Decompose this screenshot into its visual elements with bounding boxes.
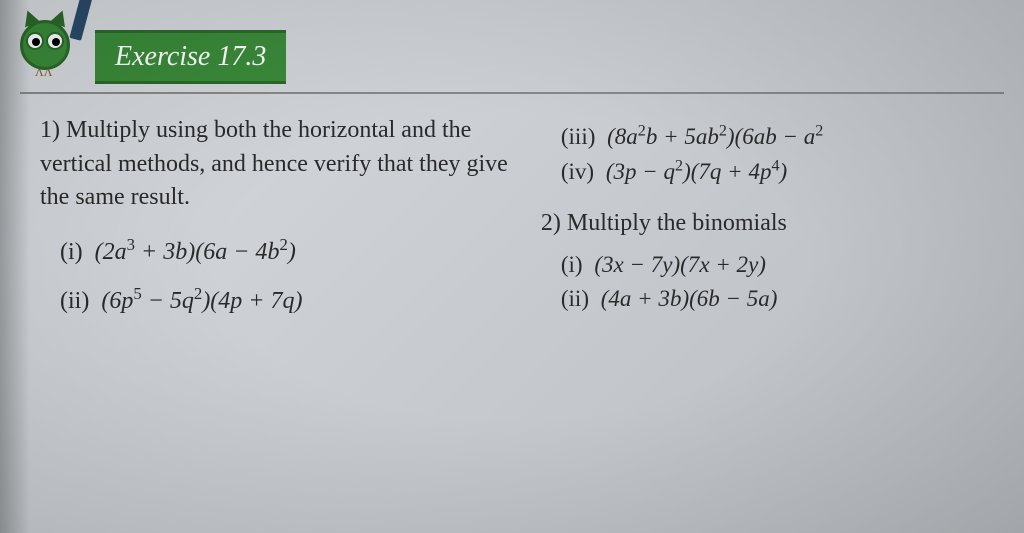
left-column: 1) Multiply using both the horizontal an… bbox=[40, 114, 531, 333]
q1-item-i: (i) (2a3 + 3b)(6a − 4b2) bbox=[60, 235, 511, 266]
q2-item-ii-num: (ii) bbox=[561, 286, 589, 311]
q1-item-iv-num: (iv) bbox=[561, 159, 594, 184]
q1-number: 1) bbox=[40, 117, 60, 143]
q2-text: Multiply the binomials bbox=[567, 210, 787, 236]
q1-item-i-expr: (2a3 + 3b)(6a − 4b2) bbox=[95, 239, 296, 265]
pencil-icon bbox=[69, 0, 92, 41]
content-columns: 1) Multiply using both the horizontal an… bbox=[20, 114, 1004, 333]
q2-item-i-expr: (3x − 7y)(7x + 2y) bbox=[594, 252, 766, 277]
q1-item-ii: (ii) (6p5 − 5q2)(4p + 7q) bbox=[60, 284, 511, 315]
header-row: ΛΛ Exercise 17.3 bbox=[20, 10, 1004, 84]
question-2: 2) Multiply the binomials bbox=[541, 210, 984, 237]
q1-item-i-num: (i) bbox=[60, 239, 83, 265]
right-column: (iii) (8a2b + 5ab2)(6ab − a2 (iv) (3p − … bbox=[531, 114, 984, 333]
textbook-page: ΛΛ Exercise 17.3 1) Multiply using both … bbox=[0, 0, 1024, 533]
q1-item-iii-expr: (8a2b + 5ab2)(6ab − a2 bbox=[607, 124, 823, 149]
owl-mascot-icon: ΛΛ bbox=[20, 10, 80, 80]
q2-number: 2) bbox=[541, 210, 561, 236]
q2-item-ii-expr: (4a + 3b)(6b − 5a) bbox=[601, 286, 778, 311]
q2-item-i-num: (i) bbox=[561, 252, 583, 277]
question-1: 1) Multiply using both the horizontal an… bbox=[40, 114, 511, 215]
q1-item-iv: (iv) (3p − q2)(7q + 4p4) bbox=[561, 158, 984, 186]
exercise-badge: Exercise 17.3 bbox=[95, 30, 286, 84]
q1-item-iii: (iii) (8a2b + 5ab2)(6ab − a2 bbox=[561, 122, 984, 150]
q1-item-ii-expr: (6p5 − 5q2)(4p + 7q) bbox=[101, 288, 302, 314]
section-divider bbox=[20, 92, 1004, 94]
q1-right-items: (iii) (8a2b + 5ab2)(6ab − a2 (iv) (3p − … bbox=[541, 122, 984, 185]
q2-item-ii: (ii) (4a + 3b)(6b − 5a) bbox=[561, 286, 984, 312]
q1-item-ii-num: (ii) bbox=[60, 288, 89, 314]
q1-text: Multiply using both the horizontal and t… bbox=[40, 117, 508, 210]
q1-item-iv-expr: (3p − q2)(7q + 4p4) bbox=[606, 159, 787, 184]
q2-item-i: (i) (3x − 7y)(7x + 2y) bbox=[561, 252, 984, 278]
q1-item-iii-num: (iii) bbox=[561, 124, 596, 149]
